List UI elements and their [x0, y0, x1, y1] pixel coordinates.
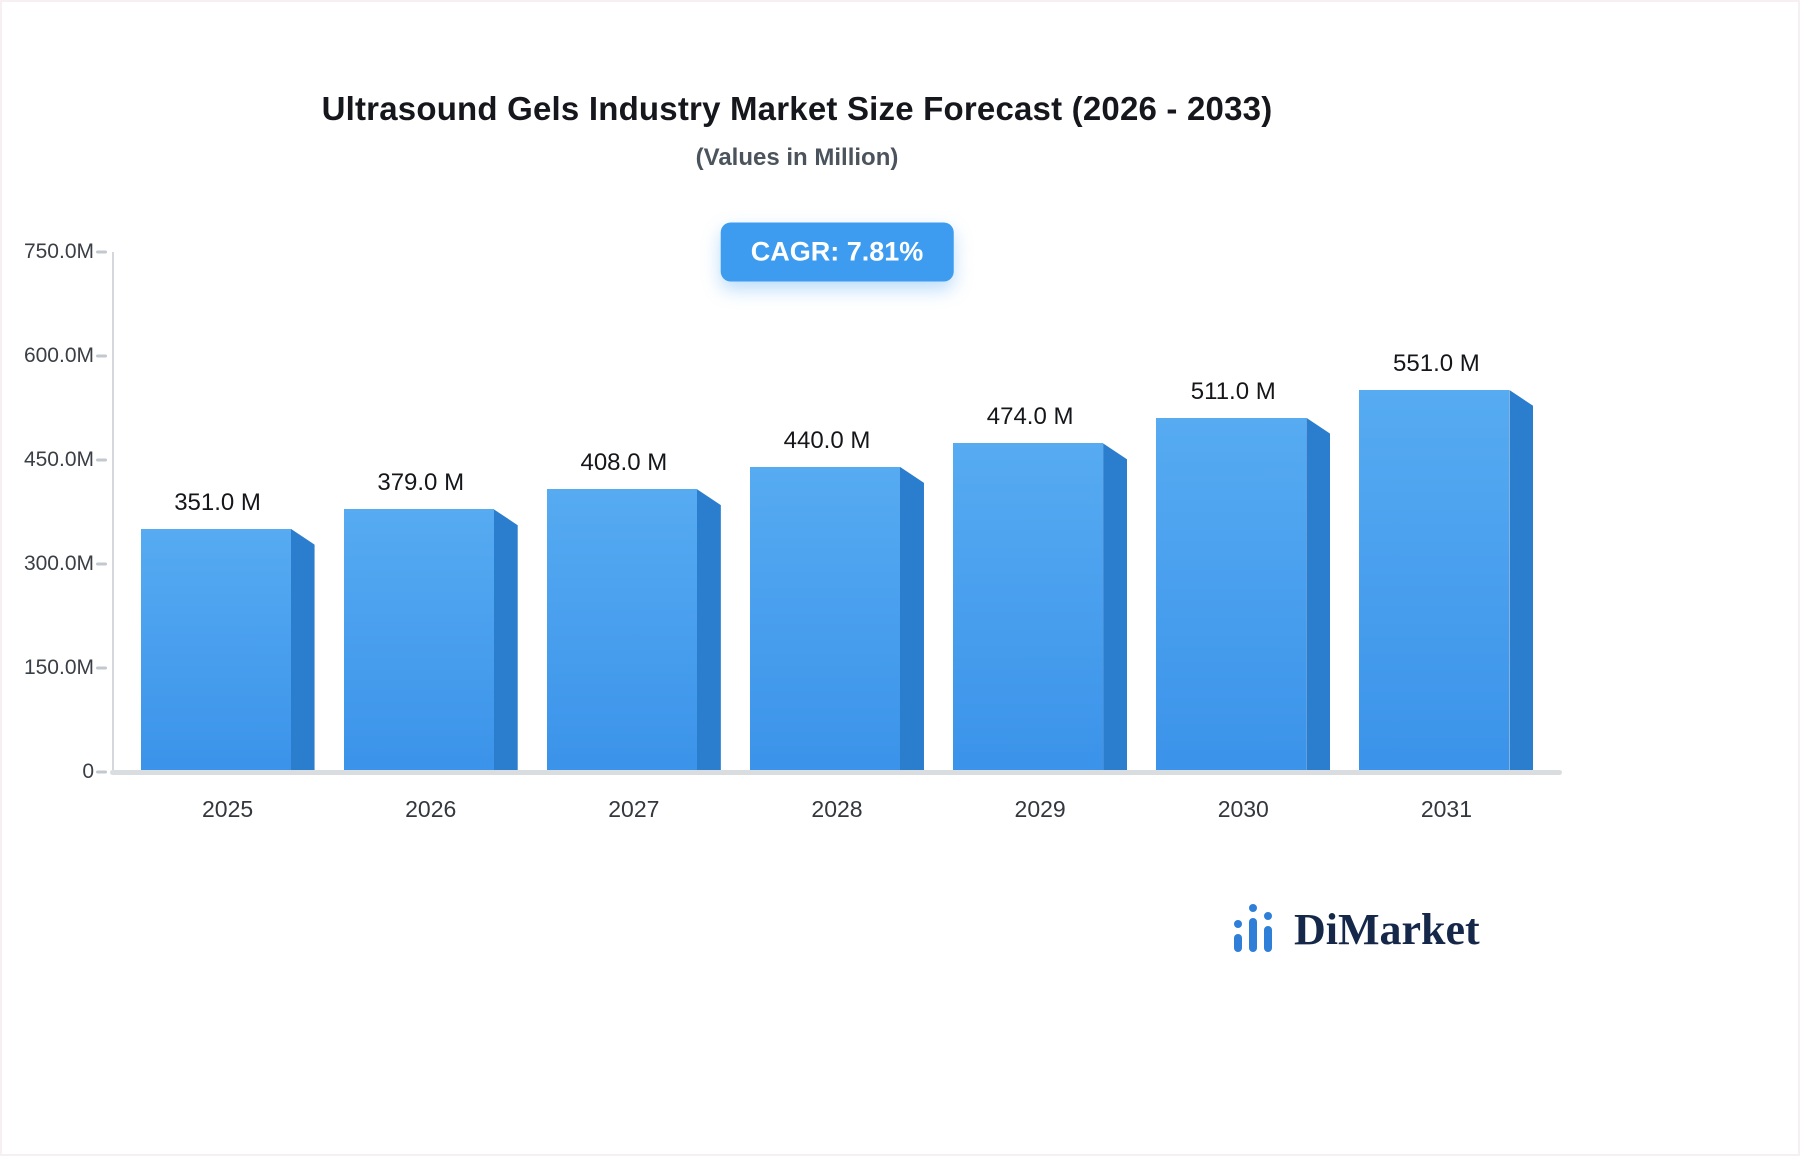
bar-group: 408.0 M — [532, 449, 735, 772]
bar-value-label: 551.0 M — [1393, 350, 1480, 377]
logo-bar — [1249, 918, 1257, 952]
bar-front-face — [749, 466, 900, 772]
bar-front-face — [546, 489, 697, 772]
bars-row: 351.0 M 379.0 M 408.0 M 440.0 M 474.0 M 511.0… — [112, 252, 1562, 772]
y-axis-tick-mark — [96, 770, 107, 774]
bar-2029[interactable] — [953, 443, 1128, 772]
bar-side-face — [696, 489, 721, 772]
bar-side-face — [899, 466, 924, 772]
y-axis-tick-label: 150.0M — [23, 656, 94, 679]
bar-side-face — [1103, 443, 1128, 772]
y-axis-tick-label: 450.0M — [23, 448, 94, 471]
y-axis-tick-mark — [96, 458, 107, 462]
cagr-badge: CAGR: 7.81% — [720, 222, 954, 282]
x-axis-label: 2029 — [1014, 796, 1066, 822]
bar-2030[interactable] — [1156, 417, 1331, 772]
bar-side-face — [493, 509, 518, 772]
y-axis-tick-label: 600.0M — [23, 344, 94, 367]
page-subtitle: (Values in Million) — [695, 144, 899, 171]
bar-group: 440.0 M — [735, 427, 938, 772]
x-axis-label: 2027 — [608, 796, 660, 822]
bar-side-face — [290, 528, 315, 772]
bar-group: 474.0 M — [939, 403, 1142, 772]
plot-area: 351.0 M 379.0 M 408.0 M 440.0 M 474.0 M 511.0… — [96, 250, 1562, 775]
bar-group: 351.0 M — [126, 489, 329, 772]
logo-dot — [1234, 920, 1242, 928]
brand-name: DiMarket — [1294, 905, 1480, 954]
x-axis-label: 2031 — [1420, 796, 1472, 822]
x-axis-label: 2026 — [405, 796, 457, 822]
bar-value-label: 511.0 M — [1190, 377, 1276, 405]
bar-chart-icon — [1234, 898, 1280, 952]
y-axis-tick-label: 0 — [82, 760, 94, 783]
y-axis-tick-mark — [96, 666, 107, 670]
y-axis-tick-mark — [96, 250, 107, 254]
logo-bar — [1264, 926, 1272, 952]
bar-side-face — [1306, 417, 1331, 772]
bar-group: 511.0 M — [1142, 378, 1345, 772]
bar-2028[interactable] — [749, 466, 924, 772]
bar-front-face — [140, 528, 291, 772]
bar-2027[interactable] — [546, 489, 721, 772]
x-axis-baseline — [110, 770, 1562, 775]
x-axis-row: 2025 2026 2027 2028 2029 2030 2031 — [112, 796, 1562, 823]
y-axis-line — [112, 252, 114, 772]
logo-dot — [1249, 904, 1257, 912]
bar-group: 379.0 M — [329, 469, 532, 772]
chart-content: Ultrasound Gels Industry Market Size For… — [24, 90, 1562, 823]
bar-2025[interactable] — [140, 528, 315, 772]
bar-value-label: 440.0 M — [783, 426, 871, 454]
page-title: Ultrasound Gels Industry Market Size For… — [321, 90, 1273, 127]
bar-value-label: 408.0 M — [580, 449, 668, 477]
y-axis-tick-mark — [96, 354, 107, 358]
y-axis-tick-label: 300.0M — [23, 552, 94, 575]
brand-logo: DiMarket — [1234, 898, 1480, 952]
bar-front-face — [953, 443, 1104, 772]
bar-group: 551.0 M — [1345, 350, 1548, 772]
bar-front-face — [1156, 417, 1307, 772]
logo-dot — [1264, 912, 1272, 920]
bar-2026[interactable] — [343, 509, 518, 772]
bar-2031[interactable] — [1359, 390, 1534, 772]
bar-front-face — [1359, 390, 1510, 772]
y-axis: 750.0M 600.0M 450.0M 300.0M 150.0M 0 — [24, 240, 112, 783]
logo-bar — [1234, 934, 1242, 952]
x-axis-label: 2028 — [811, 796, 863, 822]
bar-side-face — [1509, 390, 1534, 772]
y-axis-tick-label: 750.0M — [23, 240, 94, 263]
bar-front-face — [343, 509, 494, 772]
x-axis-label: 2025 — [201, 796, 254, 822]
y-axis-tick-mark — [96, 562, 107, 566]
bar-value-label: 351.0 M — [174, 488, 261, 516]
chart-section: CAGR: 7.81% 750.0M 600.0M 450.0M 300.0M 150.… — [24, 222, 1562, 823]
x-axis-label: 2030 — [1217, 796, 1269, 822]
bar-value-label: 379.0 M — [377, 469, 465, 497]
bar-value-label: 474.0 M — [986, 403, 1074, 431]
